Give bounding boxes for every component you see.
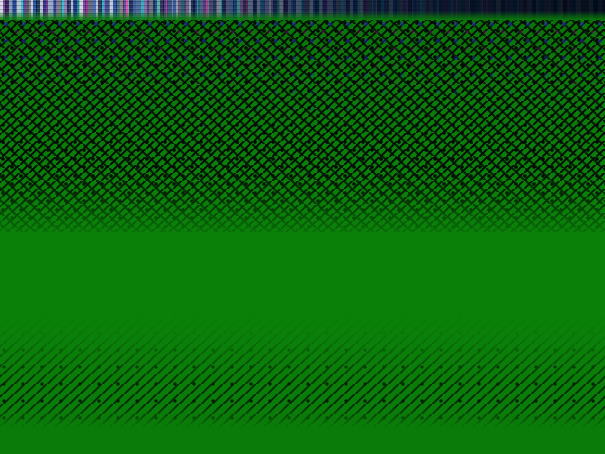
upper-artifact-pattern <box>0 20 605 232</box>
glitch-noise-band <box>0 0 605 20</box>
lower-artifact-pattern <box>0 312 605 436</box>
glitch-green-bleed-edge <box>0 11 605 20</box>
